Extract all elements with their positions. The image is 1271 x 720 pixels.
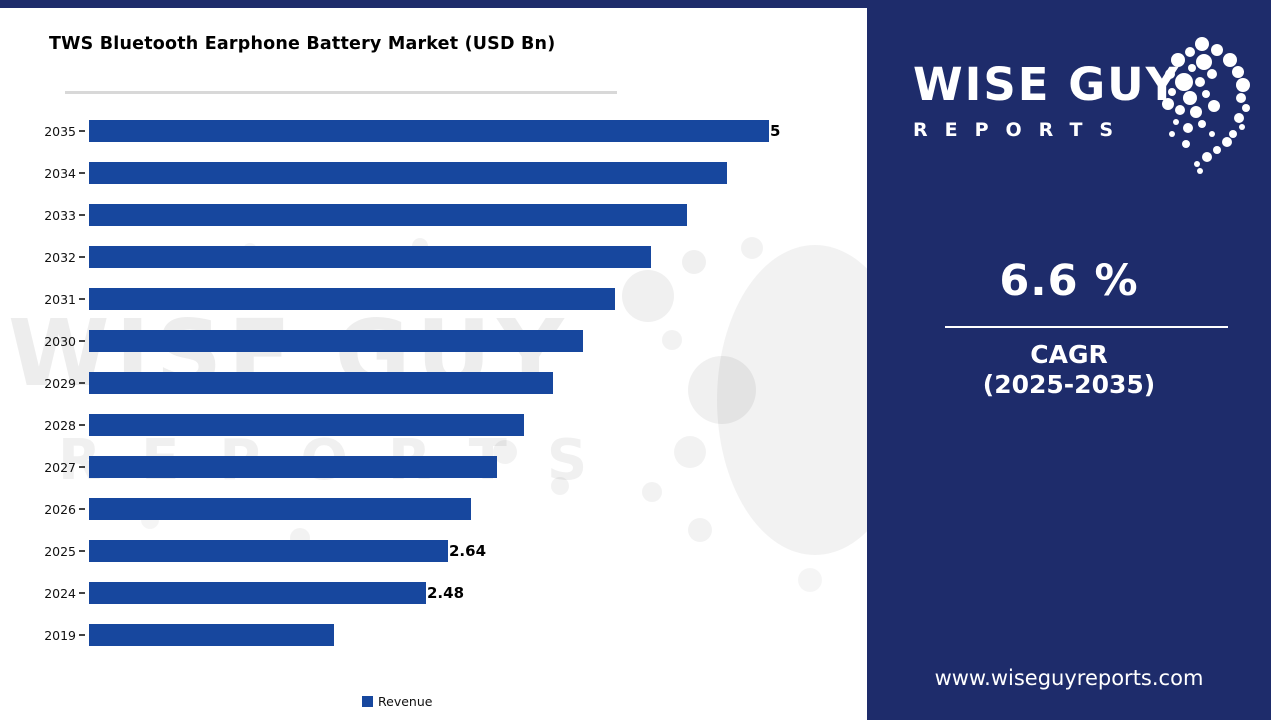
legend: Revenue (362, 694, 432, 709)
bar-row: 2032 (6, 236, 780, 278)
y-tick-mark (79, 298, 85, 300)
y-tick-mark (79, 340, 85, 342)
cagr-period: (2025-2035) (982, 369, 1156, 399)
legend-label: Revenue (378, 694, 433, 709)
logo-text-line1: WISE GUY (913, 58, 1181, 111)
y-tick-mark (79, 424, 85, 426)
bar-rows: 2035 5 2034 2033 2032 2031 2030 2029 2028 2027 202… (6, 110, 780, 656)
revenue-bar-2027 (89, 456, 497, 478)
y-tick-mark (79, 634, 85, 636)
cagr-divider (945, 326, 1228, 328)
cagr-value: 6.6 % (999, 256, 1139, 306)
bar-row: 2035 5 (6, 110, 780, 152)
y-tick-label: 2031 (44, 291, 76, 307)
cagr-title: CAGR (1030, 340, 1108, 369)
revenue-bar-2026 (89, 498, 471, 520)
revenue-bar-2031 (89, 288, 615, 310)
bar-row: 2019 (6, 614, 780, 656)
y-tick-mark (79, 256, 85, 258)
website-link[interactable]: www.wiseguyreports.com (934, 666, 1204, 690)
y-tick-label: 2025 (44, 543, 76, 559)
y-tick-label: 2028 (44, 417, 76, 433)
bar-row: 2031 (6, 278, 780, 320)
revenue-bar-2032 (89, 246, 651, 268)
bar-row: 2029 (6, 362, 780, 404)
bar-row: 2025 2.64 (6, 530, 780, 572)
bar-row: 2026 (6, 488, 780, 530)
y-tick-label: 2033 (44, 207, 76, 223)
revenue-bar-2035 (89, 120, 769, 142)
bar-row: 2030 (6, 320, 780, 362)
y-tick-mark (79, 508, 85, 510)
revenue-bar-2030 (89, 330, 583, 352)
dotted-head-icon (1162, 37, 1250, 174)
bar-row: 2027 (6, 446, 780, 488)
y-tick-mark (79, 550, 85, 552)
revenue-bar-2034 (89, 162, 727, 184)
revenue-bar-2028 (89, 414, 524, 436)
y-tick-label: 2027 (44, 459, 76, 475)
chart-panel: WISE GUY REPORTS TWS Bluetooth Earphone … (0, 0, 867, 709)
bar-row: 2034 (6, 152, 780, 194)
y-tick-label: 2019 (44, 627, 76, 643)
y-tick-label: 2034 (44, 165, 76, 181)
page-title: TWS Bluetooth Earphone Battery Market (U… (49, 34, 556, 54)
bar-value-label: 2.64 (449, 542, 487, 560)
y-tick-mark (79, 592, 85, 594)
logo-text-line2: REPORTS (913, 119, 1131, 141)
top-accent-strip (0, 0, 867, 8)
bar-row: 2033 (6, 194, 780, 236)
y-tick-mark (79, 214, 85, 216)
bar-value-label: 5 (770, 122, 781, 140)
bar-row: 2028 (6, 404, 780, 446)
y-tick-mark (79, 130, 85, 132)
y-tick-mark (79, 172, 85, 174)
brand-panel: WISE GUY REPORTS 6.6 % CAGR (2025-2035) … (867, 0, 1271, 720)
revenue-bar-2025 (89, 540, 448, 562)
revenue-bar-2033 (89, 204, 687, 226)
y-tick-label: 2026 (44, 501, 76, 517)
y-tick-mark (79, 466, 85, 468)
title-divider (65, 91, 617, 94)
y-tick-label: 2024 (44, 585, 76, 601)
y-tick-label: 2035 (44, 123, 76, 139)
wise-guy-logo: WISE GUY REPORTS (913, 58, 1243, 141)
revenue-bar-2024 (89, 582, 426, 604)
y-tick-label: 2032 (44, 249, 76, 265)
legend-marker (362, 696, 373, 707)
bar-row: 2024 2.48 (6, 572, 780, 614)
y-tick-label: 2029 (44, 375, 76, 391)
bar-value-label: 2.48 (427, 584, 465, 602)
cagr-label: CAGR (2025-2035) (867, 340, 1271, 399)
revenue-bar-2029 (89, 372, 553, 394)
y-tick-mark (79, 382, 85, 384)
revenue-bar-2019 (89, 624, 334, 646)
y-tick-label: 2030 (44, 333, 76, 349)
